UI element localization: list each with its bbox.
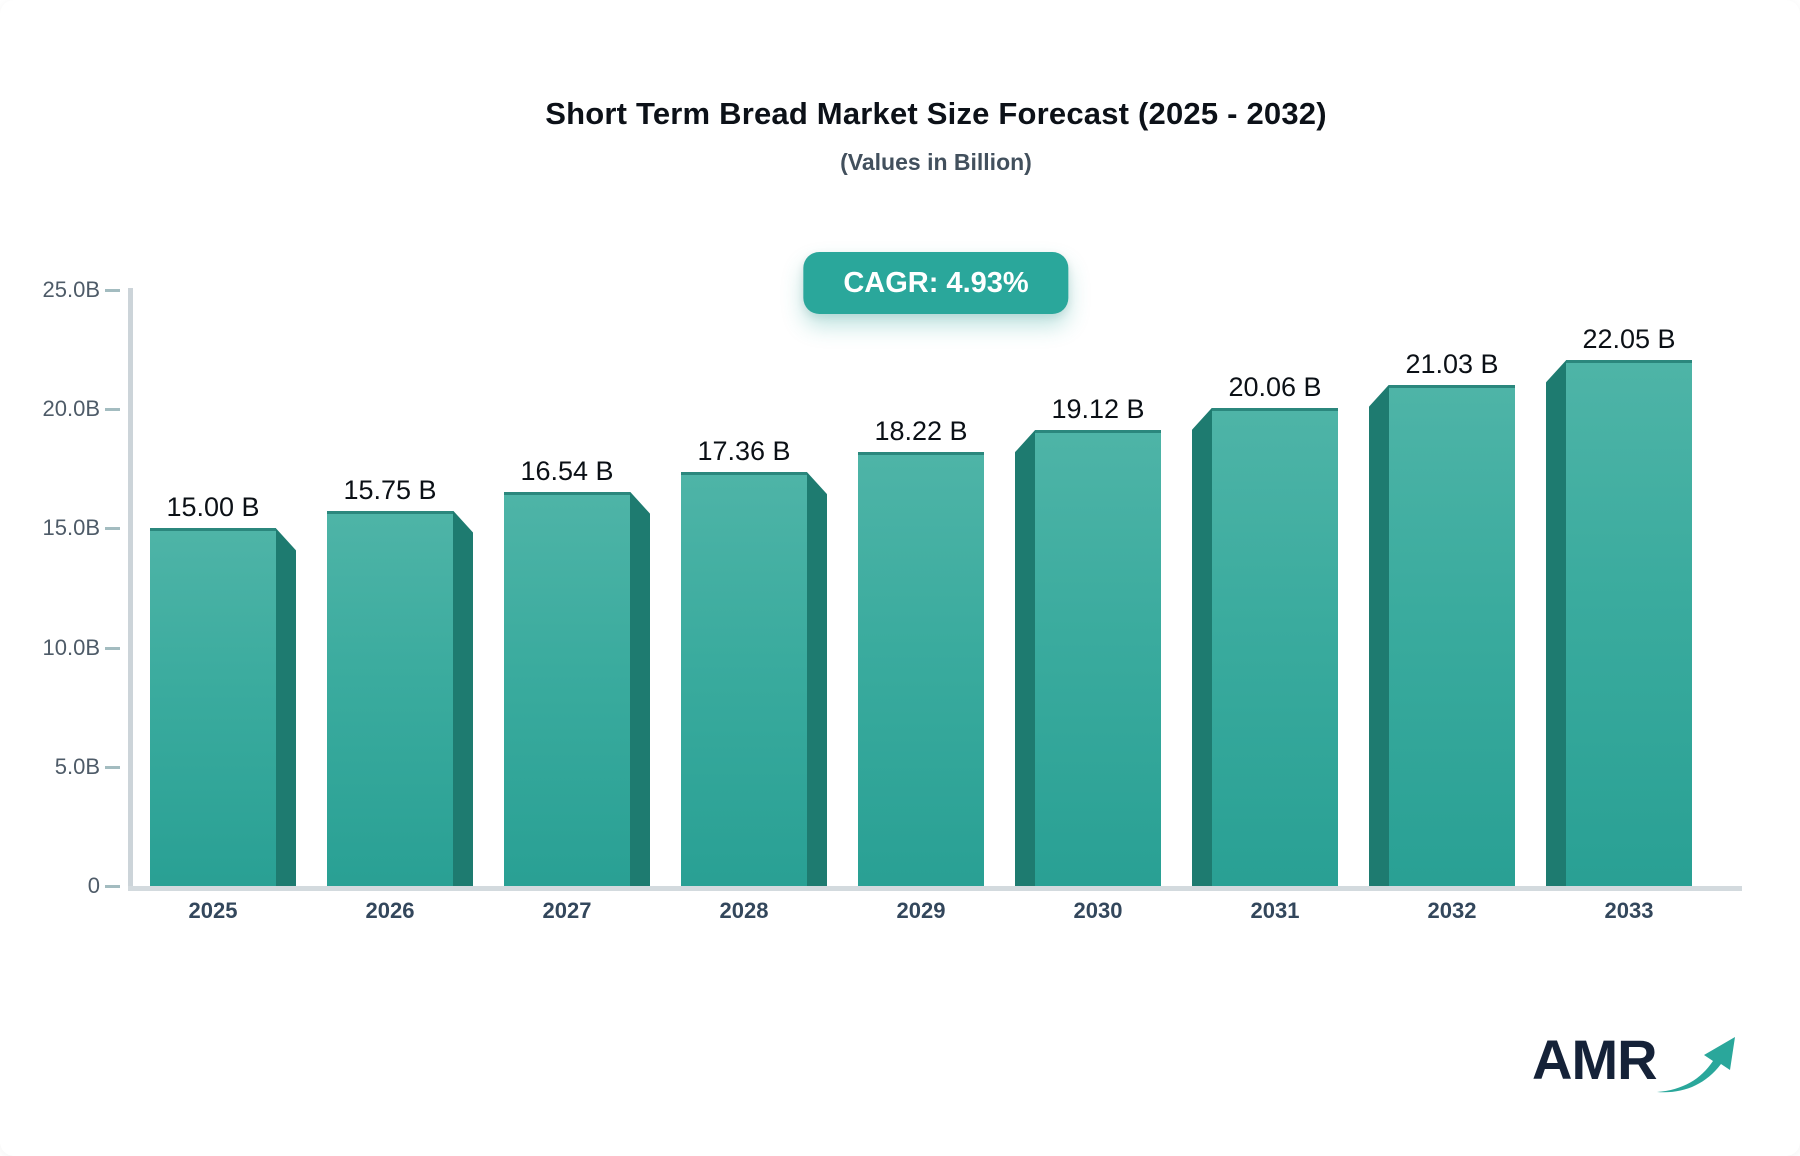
bar-2030[interactable] (1015, 430, 1161, 886)
bar-value-label: 20.06 B (1228, 371, 1322, 402)
cagr-badge: CAGR: 4.93% (803, 252, 1069, 314)
bar-2028[interactable] (681, 472, 827, 886)
amr-logo-text: AMR (1532, 1028, 1658, 1091)
y-tick-mark (105, 408, 120, 412)
x-axis-label: 2026 (365, 898, 415, 923)
y-axis-line (128, 288, 133, 891)
bar-value-label: 21.03 B (1405, 348, 1499, 379)
bar-face (1389, 384, 1515, 886)
bar-face (1212, 407, 1338, 886)
bar-2031[interactable] (1192, 407, 1338, 886)
x-axis-label: 2030 (1073, 898, 1123, 923)
bar-value-label: 22.05 B (1582, 324, 1676, 355)
bar-side-face (453, 510, 473, 886)
y-tick-label: 20.0B (42, 396, 101, 422)
bar-face (858, 451, 984, 886)
growth-arrow-icon (1653, 1034, 1741, 1103)
bar-face (1566, 360, 1692, 886)
bar-2032[interactable] (1369, 384, 1515, 886)
bar-side-face (1192, 407, 1212, 886)
page-title: Short Term Bread Market Size Forecast (2… (545, 96, 1327, 131)
amr-logo: AMR (1532, 1032, 1741, 1103)
x-axis-label: 2031 (1250, 898, 1300, 923)
y-tick-mark (105, 646, 120, 650)
bar-value-label: 19.12 B (1051, 394, 1145, 425)
bar-side-face (276, 528, 296, 886)
y-tick-mark (105, 289, 120, 292)
bar-2026[interactable] (327, 510, 473, 886)
x-axis-line (128, 886, 1742, 891)
y-tick-mark (105, 885, 120, 888)
y-tick-label: 25.0B (42, 277, 101, 302)
bar-side-face (1369, 384, 1389, 886)
bar-face (504, 491, 630, 886)
bar-value-label: 17.36 B (697, 436, 791, 467)
x-axis-label: 2032 (1427, 898, 1477, 923)
bar-face (150, 528, 276, 886)
y-tick-label: 5.0B (54, 753, 100, 779)
bar-side-face (807, 472, 827, 886)
bar-side-face (1546, 360, 1566, 886)
bar-side-face (1015, 430, 1035, 886)
y-tick-label: 0 (87, 873, 100, 898)
y-tick-label: 10.0B (42, 634, 101, 660)
page-subtitle: (Values in Billion) (840, 149, 1032, 175)
bar-value-label: 18.22 B (874, 415, 968, 446)
bar-2027[interactable] (504, 491, 650, 886)
x-axis-label: 2027 (542, 898, 592, 923)
x-axis-label: 2028 (719, 898, 769, 923)
y-tick-mark (105, 765, 120, 769)
bar-side-face (630, 491, 650, 886)
bar-face (327, 510, 453, 886)
bar-value-label: 16.54 B (520, 455, 614, 486)
x-axis-label: 2025 (188, 898, 238, 923)
bar-value-label: 15.00 B (166, 492, 260, 523)
y-tick-label: 15.0B (42, 515, 101, 541)
bar-value-label: 15.75 B (343, 474, 437, 505)
bar-2029[interactable] (858, 451, 984, 886)
bar-2033[interactable] (1546, 360, 1692, 886)
y-tick-mark (105, 527, 120, 531)
bar-face (681, 472, 807, 886)
bar-face (1035, 430, 1161, 886)
x-axis-label: 2033 (1604, 898, 1654, 923)
bar-2025[interactable] (150, 528, 296, 886)
x-axis-label: 2029 (896, 898, 946, 923)
